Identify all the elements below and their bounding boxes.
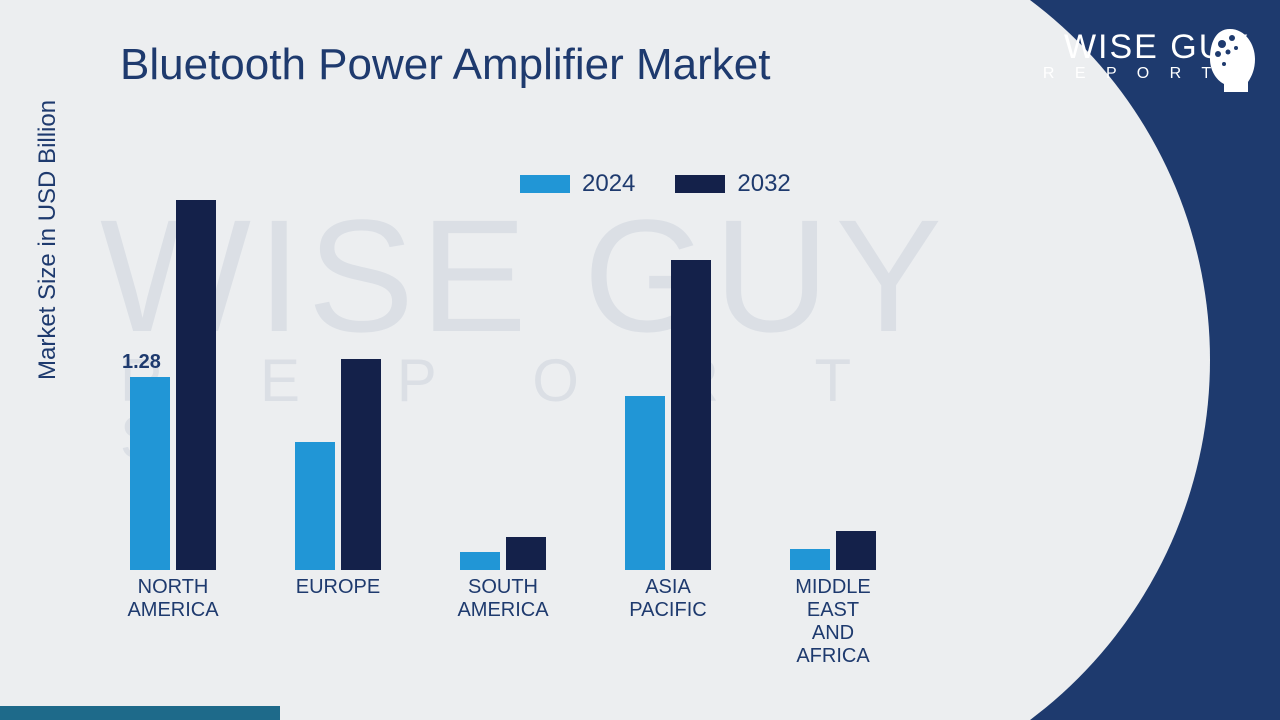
legend-swatch-2032: [675, 175, 725, 193]
bar: [295, 442, 335, 570]
head-icon: [1200, 24, 1260, 94]
legend-label-2032: 2032: [737, 170, 790, 198]
x-axis-label: EUROPE: [268, 576, 408, 599]
bar: [341, 359, 381, 570]
legend-label-2024: 2024: [582, 170, 635, 198]
bar: [506, 537, 546, 570]
bar-group: [790, 531, 876, 570]
bar-group: [130, 200, 216, 570]
bar-group: [625, 260, 711, 570]
bar-group: [295, 359, 381, 570]
value-label: 1.28: [122, 351, 161, 374]
plot-area: [100, 200, 920, 570]
bar: [130, 377, 170, 570]
legend-item-2024: 2024: [520, 170, 635, 198]
legend-swatch-2024: [520, 175, 570, 193]
bar: [790, 549, 830, 570]
bar: [625, 396, 665, 570]
bar: [671, 260, 711, 570]
bar-chart: [100, 200, 920, 570]
x-axis-label: MIDDLEEASTANDAFRICA: [763, 576, 903, 668]
bar: [836, 531, 876, 570]
chart-legend: 2024 2032: [520, 170, 791, 198]
legend-item-2032: 2032: [675, 170, 790, 198]
wiseguy-logo: WISE GUY R E P O R T S: [1043, 30, 1250, 82]
x-axis-label: ASIAPACIFIC: [598, 576, 738, 622]
infographic-canvas: Bluetooth Power Amplifier Market WISE GU…: [0, 0, 1280, 720]
x-axis-label: NORTHAMERICA: [103, 576, 243, 622]
bar-group: [460, 537, 546, 570]
bar: [460, 552, 500, 570]
chart-title: Bluetooth Power Amplifier Market: [120, 40, 771, 90]
bar: [176, 200, 216, 570]
x-axis-label: SOUTHAMERICA: [433, 576, 573, 622]
bottom-accent-bar: [0, 706, 280, 720]
y-axis-label: Market Size in USD Billion: [34, 100, 62, 380]
